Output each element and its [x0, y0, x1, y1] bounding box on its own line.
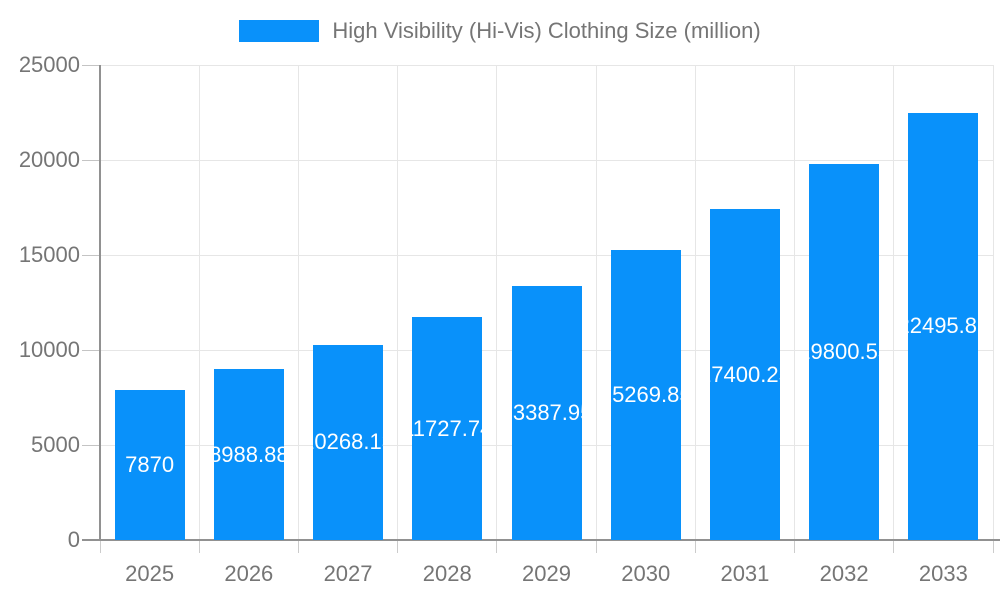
x-axis-category-label: 2026: [224, 561, 274, 586]
bar-2033: 22495.87: [908, 112, 979, 540]
x-axis-category-label: 2027: [323, 561, 373, 586]
y-gridline: [100, 254, 993, 256]
bar-2032: 19800.55: [809, 163, 880, 540]
x-gridline: [794, 65, 796, 540]
y-axis-tick: [82, 349, 100, 351]
y-axis-tick: [82, 444, 100, 446]
y-gridline: [100, 159, 993, 161]
legend: High Visibility (Hi-Vis) Clothing Size (…: [0, 18, 1000, 44]
x-axis-category-label: 2031: [720, 561, 770, 586]
x-axis-category-label: 2029: [522, 561, 571, 586]
x-axis-category-label: 2028: [422, 561, 472, 586]
x-axis-tick: [99, 540, 101, 553]
x-axis-tick: [694, 540, 696, 553]
y-axis-tick: [82, 159, 100, 161]
x-axis-category-label: 2030: [621, 561, 671, 586]
y-axis-tick-label: 25000: [18, 52, 80, 77]
legend-color-swatch: [239, 20, 320, 42]
bar-value-label: 7870: [125, 452, 175, 478]
x-axis-category-label: 2025: [125, 561, 175, 586]
x-axis-tick: [297, 540, 299, 553]
x-axis-tick: [992, 540, 994, 553]
y-axis-tick-label: 0: [67, 527, 80, 552]
x-gridline: [595, 65, 597, 540]
x-gridline: [694, 65, 696, 540]
x-axis-tick: [198, 540, 200, 553]
bar-2030: 15269.85: [610, 249, 681, 540]
bar-value-label: 10268.13: [313, 429, 383, 455]
bar-2027: 10268.13: [313, 344, 384, 540]
y-axis-line: [99, 65, 101, 540]
bar-value-label: 13387.95: [512, 399, 582, 425]
y-gridline: [100, 64, 993, 66]
y-axis-tick: [82, 254, 100, 256]
x-gridline: [297, 65, 299, 540]
x-axis-category-label: 2032: [819, 561, 869, 586]
bar-2029: 13387.95: [511, 285, 582, 540]
x-gridline: [496, 65, 498, 540]
y-axis-tick: [82, 64, 100, 66]
bar-value-label: 22495.87: [908, 313, 978, 339]
bar-value-label: 8988.88: [213, 441, 284, 467]
bar-value-label: 19800.55: [809, 338, 879, 364]
x-axis-line: [82, 539, 1000, 541]
x-axis-tick: [595, 540, 597, 553]
x-gridline: [893, 65, 895, 540]
legend-series-label: High Visibility (Hi-Vis) Clothing Size (…: [332, 18, 761, 43]
bar-2031: 17400.25: [709, 209, 780, 540]
y-axis-tick-label: 10000: [18, 337, 80, 362]
x-axis-tick: [496, 540, 498, 553]
x-gridline: [198, 65, 200, 540]
bar-value-label: 15269.85: [611, 381, 681, 407]
x-axis-tick: [893, 540, 895, 553]
x-axis-tick: [794, 540, 796, 553]
y-axis-tick-label: 15000: [18, 242, 80, 267]
bar-2026: 8988.88: [213, 369, 284, 540]
y-axis-tick-label: 20000: [18, 147, 80, 172]
x-axis-tick: [397, 540, 399, 553]
bar-value-label: 17400.25: [710, 361, 780, 387]
x-gridline: [992, 65, 994, 540]
bar-2025: 7870: [114, 390, 185, 540]
x-gridline: [397, 65, 399, 540]
y-axis-tick-label: 5000: [31, 432, 80, 457]
x-axis-category-label: 2033: [918, 561, 968, 586]
